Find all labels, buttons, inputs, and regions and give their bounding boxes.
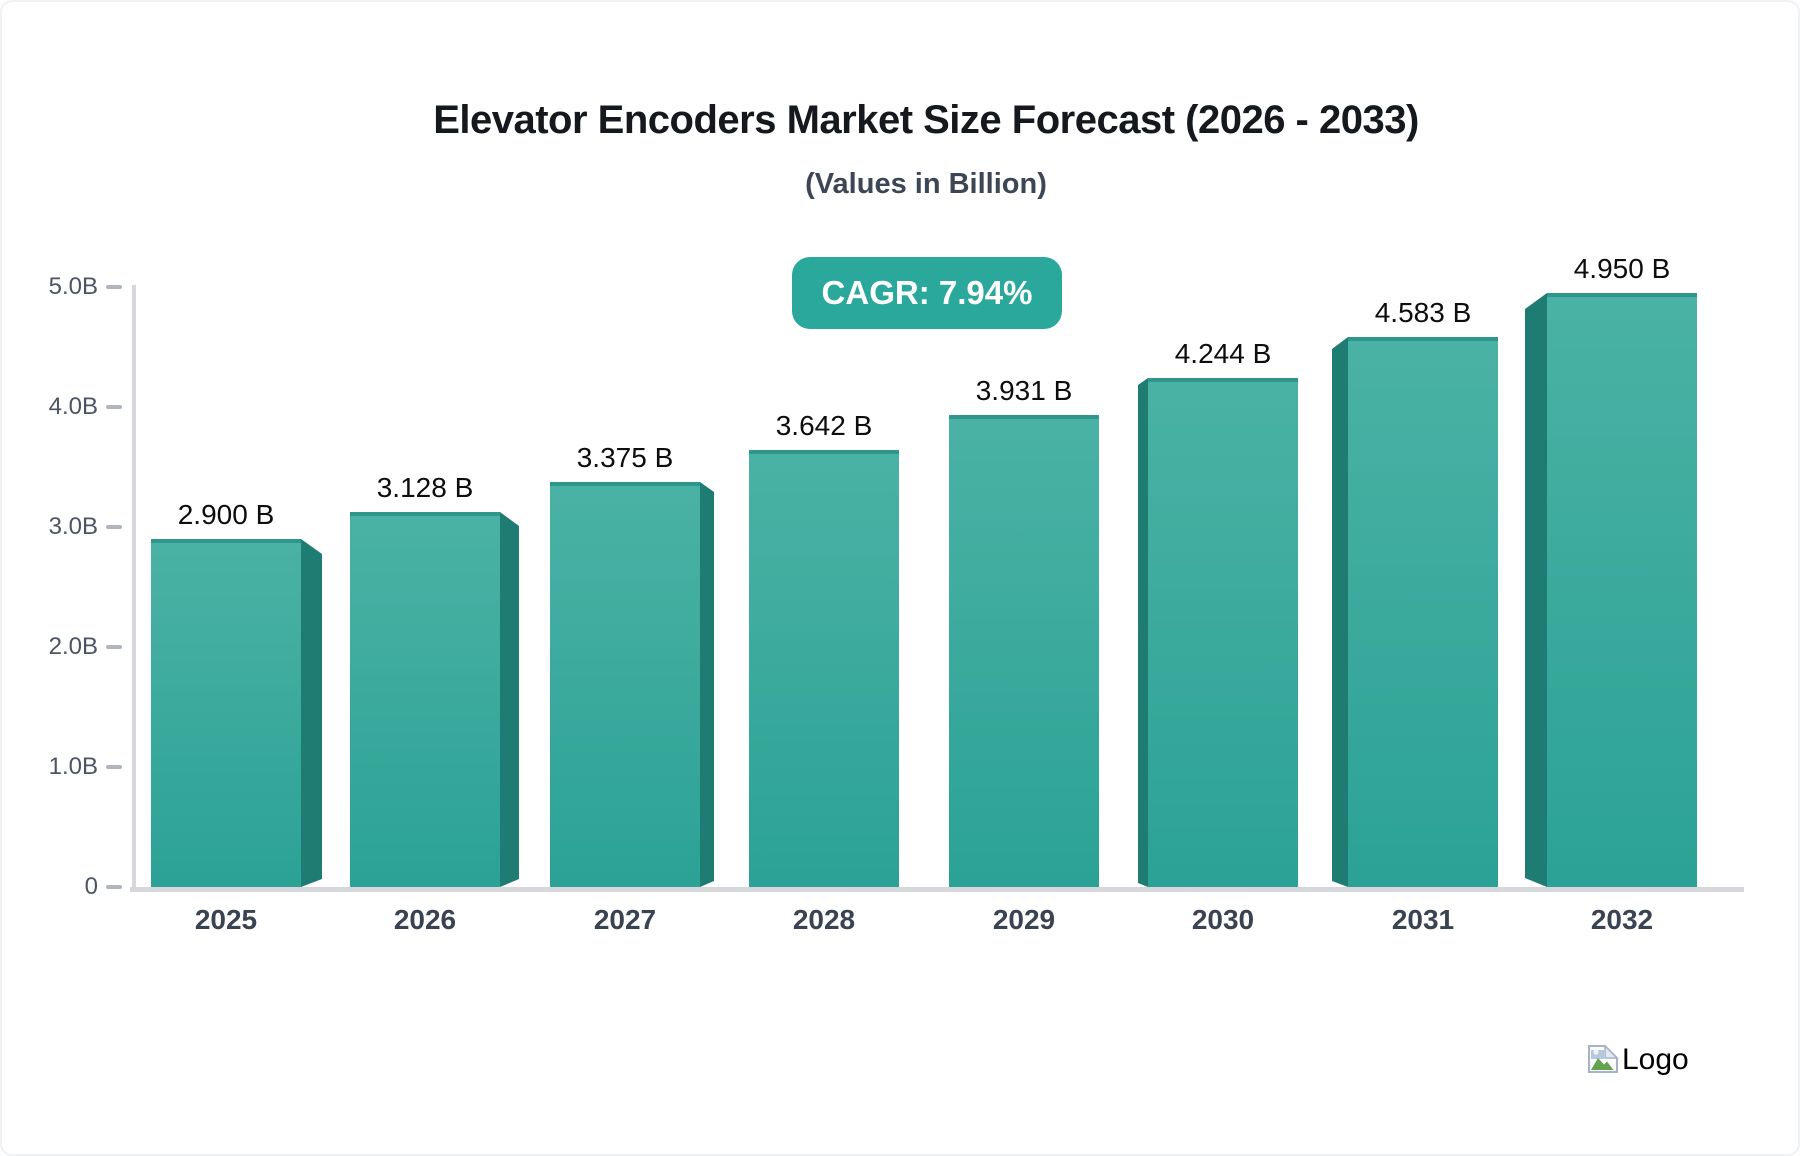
value-label-2031: 4.583 B bbox=[1374, 297, 1472, 328]
bar-side-2025 bbox=[301, 539, 322, 887]
x-tick-label-2025: 2025 bbox=[194, 904, 258, 935]
x-tick-label-2030: 2030 bbox=[1191, 904, 1255, 935]
bar-2028 bbox=[749, 450, 899, 887]
cagr-badge: CAGR: 7.94% bbox=[792, 257, 1062, 329]
bar-2026 bbox=[350, 512, 500, 887]
y-tick-mark-0 bbox=[106, 885, 122, 889]
x-tick-label-2027: 2027 bbox=[593, 904, 657, 935]
x-tick-label-2026: 2026 bbox=[393, 904, 457, 935]
y-tick-label-5.0B: 5.0B bbox=[48, 273, 98, 300]
y-tick-label-2.0B: 2.0B bbox=[48, 633, 98, 660]
bar-2025 bbox=[151, 539, 301, 887]
y-tick-mark-2.0B bbox=[106, 645, 122, 649]
x-axis-line bbox=[130, 887, 1744, 892]
bar-side-2027 bbox=[700, 482, 714, 887]
value-label-2027: 3.375 B bbox=[576, 442, 674, 473]
value-label-2025: 2.900 B bbox=[177, 499, 275, 530]
bar-side-2031 bbox=[1332, 337, 1348, 887]
x-tick-label-2028: 2028 bbox=[792, 904, 856, 935]
chart-title: Elevator Encoders Market Size Forecast (… bbox=[433, 98, 1419, 142]
bar-2027 bbox=[550, 482, 700, 887]
logo-text: Logo bbox=[1622, 1043, 1689, 1076]
y-tick-mark-3.0B bbox=[106, 525, 122, 529]
bar-side-2030 bbox=[1138, 378, 1148, 887]
y-axis-line bbox=[132, 285, 136, 892]
bar-2030 bbox=[1148, 378, 1298, 887]
value-label-2026: 3.128 B bbox=[376, 472, 474, 503]
bar-2032 bbox=[1547, 293, 1697, 887]
y-tick-mark-4.0B bbox=[106, 405, 122, 409]
value-label-2030: 4.244 B bbox=[1174, 338, 1272, 369]
broken-image-icon bbox=[1588, 1044, 1619, 1073]
value-label-2028: 3.642 B bbox=[775, 410, 873, 441]
bar-2031 bbox=[1348, 337, 1498, 887]
y-tick-label-4.0B: 4.0B bbox=[48, 393, 98, 420]
y-tick-label-3.0B: 3.0B bbox=[48, 513, 98, 540]
y-tick-mark-5.0B bbox=[106, 285, 122, 289]
value-label-2032: 4.950 B bbox=[1573, 253, 1671, 284]
logo: Logo bbox=[1585, 1041, 1689, 1077]
chart-subtitle: (Values in Billion) bbox=[805, 168, 1047, 200]
x-tick-label-2032: 2032 bbox=[1590, 904, 1654, 935]
x-tick-label-2031: 2031 bbox=[1391, 904, 1455, 935]
y-tick-mark-1.0B bbox=[106, 765, 122, 769]
y-tick-label-0: 0 bbox=[84, 873, 98, 900]
bar-2029 bbox=[949, 415, 1099, 887]
bar-side-2026 bbox=[500, 512, 519, 887]
y-tick-label-1.0B: 1.0B bbox=[48, 753, 98, 780]
bar-side-2032 bbox=[1525, 293, 1547, 887]
x-tick-label-2029: 2029 bbox=[992, 904, 1056, 935]
value-label-2029: 3.931 B bbox=[975, 375, 1073, 406]
